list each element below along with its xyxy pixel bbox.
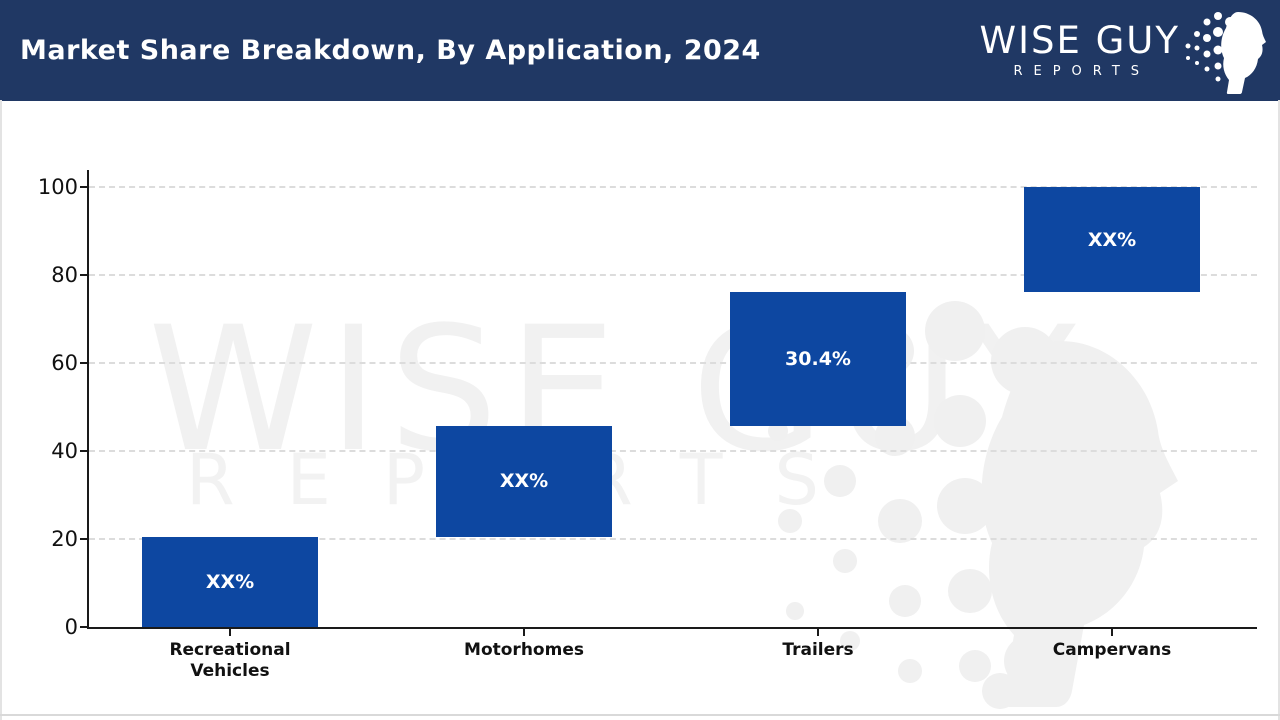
page-left-hairline [0,100,2,720]
bar: XX% [142,536,318,627]
x-axis-label: Trailers [782,640,854,660]
bar-value-label: XX% [1087,228,1137,251]
bar-value-label: XX% [205,570,255,593]
x-axis-spine [87,627,1257,629]
y-tick-mark [80,362,89,364]
logo-name: WISE GUY [979,19,1180,62]
wiseguy-logo: WISE GUY REPORTS [980,8,1266,94]
x-tick-mark [817,627,819,636]
logo-wordmark: WISE GUY REPORTS [980,22,1180,79]
y-tick-label: 40 [51,439,78,463]
header: Market Share Breakdown, By Application, … [0,0,1280,101]
x-axis-label: Campervans [1052,640,1172,660]
y-axis-spine [87,170,89,629]
y-gridline [89,274,1257,276]
bar: XX% [1024,187,1200,293]
y-gridline [89,450,1257,452]
bar-value-label: XX% [499,470,549,493]
y-tick-mark [80,450,89,452]
plot-area: 0 20 40 60 80 100 XX% Recreational Vehicles XX% M… [0,101,1280,720]
y-tick-label: 20 [51,527,78,551]
x-tick-mark [229,627,231,636]
y-tick-label: 80 [51,263,78,287]
y-gridline [89,538,1257,540]
chart-title: Market Share Breakdown, By Application, … [20,35,761,66]
chart-area: WISE GUY REPORTS 020406080100XX%Recreati… [0,101,1280,720]
y-tick-mark [80,538,89,540]
page-right-hairline [1278,100,1280,720]
y-gridline [89,362,1257,364]
x-tick-mark [523,627,525,636]
bar-value-label: 30.4% [785,348,851,371]
y-tick-mark [80,626,89,628]
x-axis-label: Recreational Vehicles [169,640,291,682]
y-tick-mark [80,274,89,276]
bar: 30.4% [730,292,906,426]
y-gridline [89,186,1257,188]
logo-subtitle: REPORTS [1013,64,1151,79]
bar: XX% [436,425,612,537]
y-tick-label: 100 [37,175,78,199]
page-bottom-hairline [0,714,1280,716]
logo-face-icon [1185,11,1266,94]
x-axis-label: Motorhomes [464,640,584,660]
y-tick-label: 0 [64,615,78,639]
y-tick-mark [80,186,89,188]
y-tick-label: 60 [51,351,78,375]
